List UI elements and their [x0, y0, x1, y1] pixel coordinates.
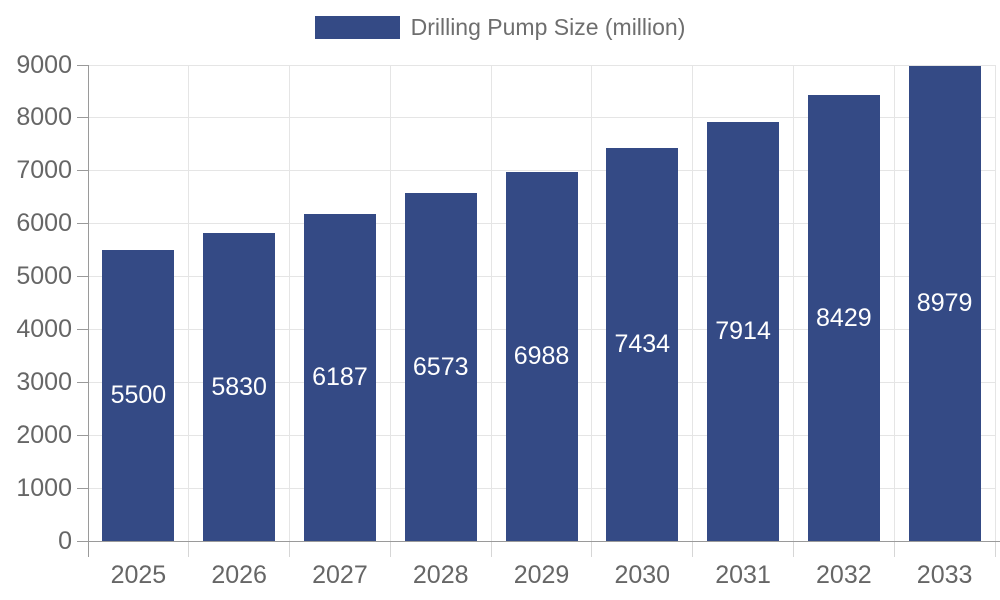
bar-value-label: 6573	[412, 352, 469, 381]
y-tick-mark	[77, 64, 88, 66]
gridline-vertical	[490, 65, 492, 542]
gridline-vertical	[994, 65, 996, 542]
x-tick-mark	[389, 541, 391, 557]
y-tick-mark	[77, 488, 88, 490]
y-tick-mark	[77, 435, 88, 437]
x-tick-mark	[87, 541, 89, 557]
bar-2031	[707, 122, 780, 542]
y-tick-label: 9000	[16, 50, 72, 79]
x-tick-label: 2028	[412, 560, 469, 589]
bar-value-label: 5500	[110, 381, 167, 410]
x-tick-label: 2031	[715, 560, 771, 589]
x-tick-label: 2033	[916, 560, 973, 589]
gridline-vertical	[289, 65, 291, 542]
y-tick-label: 4000	[16, 315, 72, 344]
bar-2032	[807, 95, 880, 542]
x-tick-label: 2025	[110, 560, 167, 589]
y-tick-label: 8000	[16, 103, 72, 132]
y-tick-label: 7000	[16, 156, 72, 185]
x-tick-mark	[490, 541, 492, 557]
bar-2025	[102, 250, 175, 542]
bar-2027	[303, 213, 376, 542]
y-tick-label: 0	[58, 527, 72, 555]
bar-value-label: 8979	[916, 289, 973, 318]
y-tick-label: 6000	[16, 209, 72, 238]
y-tick-mark	[77, 382, 88, 384]
y-tick-mark	[77, 276, 88, 278]
bar-2029	[505, 171, 578, 542]
y-tick-label: 2000	[16, 421, 72, 450]
x-tick-mark	[893, 541, 895, 557]
x-tick-mark	[289, 541, 291, 557]
legend-color-swatch	[314, 16, 400, 39]
gridline-vertical	[591, 65, 593, 542]
y-tick-mark	[77, 117, 88, 119]
x-tick-mark	[591, 541, 593, 557]
gridline-vertical	[792, 65, 794, 542]
y-tick-mark	[77, 541, 88, 542]
y-tick-mark	[77, 170, 88, 172]
bar-2028	[404, 193, 477, 542]
x-tick-mark	[994, 541, 996, 557]
x-tick-mark	[792, 541, 794, 557]
bar-2030	[606, 147, 679, 542]
y-tick-label: 1000	[16, 474, 72, 503]
gridline-vertical	[188, 65, 190, 542]
bar-value-label: 6988	[513, 342, 570, 370]
x-tick-mark	[188, 541, 190, 557]
bar-value-label: 7914	[715, 317, 771, 346]
x-tick-label: 2026	[211, 560, 267, 589]
legend-label: Drilling Pump Size (million)	[410, 14, 686, 40]
gridline-vertical	[692, 65, 694, 542]
x-tick-label: 2027	[312, 560, 368, 589]
gridline-horizontal	[88, 117, 995, 119]
bar-2026	[203, 232, 276, 542]
gridline-horizontal	[88, 170, 995, 172]
legend: Drilling Pump Size (million)	[0, 14, 1000, 41]
bar-value-label: 5830	[211, 372, 267, 401]
bar-value-label: 7434	[614, 330, 671, 359]
bar-value-label: 6187	[312, 363, 368, 392]
bar-2033	[908, 66, 981, 542]
y-tick-mark	[77, 223, 88, 225]
bar-value-label: 8429	[816, 303, 872, 332]
x-tick-label: 2030	[614, 560, 671, 589]
gridline-vertical	[389, 65, 391, 542]
x-tick-mark	[692, 541, 694, 557]
x-tick-label: 2032	[816, 560, 872, 589]
y-tick-label: 5000	[16, 262, 72, 291]
y-axis-line	[87, 65, 89, 543]
x-axis-line	[88, 541, 1000, 542]
gridline-horizontal	[88, 64, 995, 66]
y-tick-label: 3000	[16, 368, 72, 397]
x-tick-label: 2029	[513, 560, 570, 589]
y-tick-mark	[77, 329, 88, 331]
gridline-vertical	[893, 65, 895, 542]
